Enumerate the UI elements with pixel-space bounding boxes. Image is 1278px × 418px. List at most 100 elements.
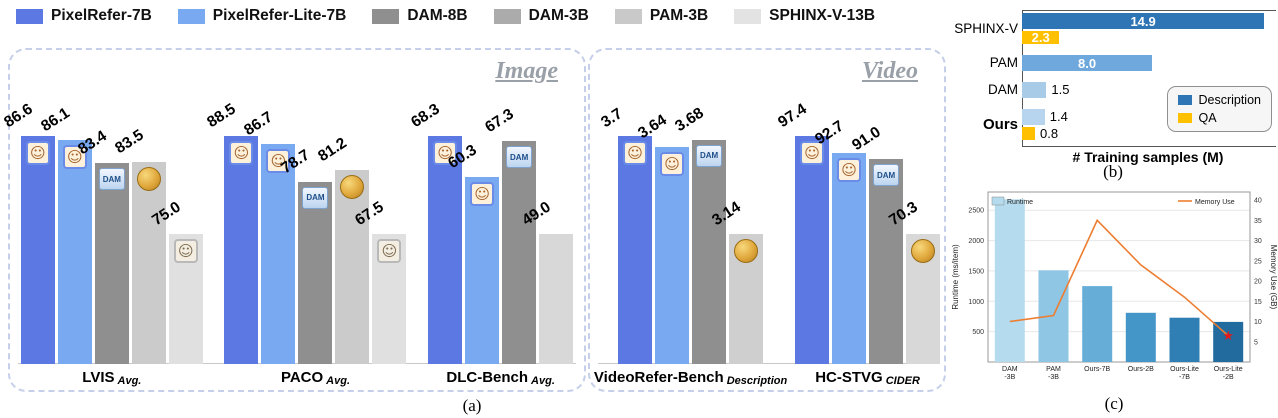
runtime-legend-label: Runtime bbox=[1007, 199, 1033, 206]
bar-value-label: 1.5 bbox=[1051, 82, 1070, 97]
panel-c-efficiency: 500 1000 1500 2000 2500 5 10 15 20 25 30 35 40 ★ DAM -3… bbox=[950, 182, 1278, 418]
ours-qa-bar bbox=[1022, 127, 1035, 140]
right-axis-tick: 40 bbox=[1254, 198, 1262, 205]
bar-videorefer-bench-pam-3b: 3.14 bbox=[709, 198, 764, 364]
bar-value-label: 86.6 bbox=[1, 100, 36, 132]
pixelrefer-icon: ☺ bbox=[470, 181, 495, 206]
legend-swatch bbox=[372, 8, 400, 24]
bar-value-label: 81.2 bbox=[315, 134, 351, 166]
left-axis-tick: 2000 bbox=[968, 238, 984, 245]
bar-paco-pixelrefer-7b: 88.5 ☺ bbox=[205, 100, 259, 364]
left-axis-tick: 1500 bbox=[968, 268, 984, 275]
pixelrefer-icon: ☺ bbox=[623, 141, 648, 165]
pixelrefer-icon: ☺ bbox=[660, 151, 685, 176]
sphinx-icon: ☺ bbox=[377, 239, 402, 263]
category-label-ours: Ours bbox=[982, 115, 1018, 133]
bar-hc-stvg-pixelrefer-lite-7b: 92.7 ☺ bbox=[812, 117, 867, 364]
bar-hc-stvg-pixelrefer-7b: 97.4 ☺ bbox=[775, 100, 830, 364]
bar-rect bbox=[428, 136, 463, 364]
bar-group-paco: 88.5 ☺ 86.7 ☺ 78.7 DAM 81.2 67.5 ☺ PACO Avg. bbox=[205, 100, 407, 390]
runtime-legend-swatch bbox=[991, 196, 1005, 206]
left-axis-tick: 500 bbox=[972, 329, 984, 336]
bar-lvis-dam-8b: 83.4 DAM bbox=[75, 127, 129, 364]
benchmark-name: DLC-Bench bbox=[446, 368, 529, 386]
image-bar-groups: 86.6 ☺ 86.1 ☺ 83.4 DAM 83.5 75.0 ☺ LVIS Avg. 88.5 ☺ 8… bbox=[1, 50, 584, 390]
bar-rect bbox=[539, 234, 574, 364]
x-axis-line bbox=[18, 363, 576, 364]
bar-lvis-pam-3b: 83.5 bbox=[112, 127, 166, 364]
bar-rect bbox=[224, 136, 259, 364]
video-section-label: Video bbox=[861, 58, 918, 84]
legend-label: DAM-3B bbox=[528, 7, 589, 24]
bar-value-label: 3.7 bbox=[598, 105, 626, 132]
pixelrefer-icon: ☺ bbox=[433, 141, 458, 165]
bar-rect bbox=[465, 176, 500, 364]
right-axis-tick: 35 bbox=[1254, 218, 1262, 225]
left-axis-tick: 1000 bbox=[968, 299, 984, 306]
bar-rect bbox=[57, 140, 92, 364]
bar-lvis-pixelrefer-lite-7b: 86.1 ☺ bbox=[38, 105, 92, 364]
legend-item-pixelrefer-7b: PixelRefer-7B bbox=[16, 7, 152, 25]
legend-item-dam-3b: DAM-3B bbox=[493, 7, 589, 25]
bars-videorefer-bench: 3.7 ☺ 3.64 ☺ 3.68 DAM 3.14 bbox=[598, 104, 764, 364]
training-samples-xlabel: # Training samples (M) bbox=[1072, 149, 1224, 165]
memory-legend-label: Memory Use bbox=[1195, 199, 1235, 206]
pixelrefer-icon: ☺ bbox=[62, 145, 87, 170]
image-benchmarks-box: Image 86.6 ☺ 86.1 ☺ 83.4 DAM 83.5 75.0 ☺ LVIS Avg.… bbox=[1, 48, 586, 392]
bar-rect bbox=[20, 136, 55, 364]
left-axis-tick: 2500 bbox=[968, 208, 984, 215]
bar-rect bbox=[94, 163, 129, 364]
bars-paco: 88.5 ☺ 86.7 ☺ 78.7 DAM 81.2 67.5 ☺ bbox=[205, 100, 407, 364]
x-axis-label-videorefer-bench: VideoRefer-Bench Description bbox=[594, 364, 787, 390]
benchmark-name: VideoRefer-Bench bbox=[593, 368, 724, 386]
bar-value-label: 3.68 bbox=[672, 103, 707, 135]
video-benchmarks-box: Video 3.7 ☺ 3.64 ☺ 3.68 DAM 3.14 VideoRefer-Ben… bbox=[588, 48, 946, 392]
bar-videorefer-bench-pixelrefer-7b: 3.7 ☺ bbox=[598, 105, 653, 364]
right-axis-tick: 25 bbox=[1254, 258, 1262, 265]
benchmark-subscript: Avg. bbox=[117, 375, 142, 387]
legend-label: DAM-8B bbox=[407, 7, 468, 24]
bar-paco-pixelrefer-lite-7b: 86.7 ☺ bbox=[242, 109, 296, 364]
bar-rect bbox=[692, 139, 727, 364]
pixelrefer-icon: ☺ bbox=[837, 158, 862, 182]
legend-label: PixelRefer-7B bbox=[51, 7, 152, 24]
runtime-bar-dam-3b bbox=[994, 199, 1025, 362]
pixelrefer-icon: ☺ bbox=[229, 141, 254, 165]
legend-swatch bbox=[177, 8, 205, 24]
legend-label: PAM-3B bbox=[649, 7, 709, 24]
legend-swatch bbox=[493, 8, 521, 24]
runtime-bar-ours-lite-2b bbox=[1213, 321, 1244, 362]
bar-value-label: 1.4 bbox=[1049, 109, 1068, 124]
dam-icon: DAM bbox=[98, 168, 125, 190]
bar-rect bbox=[795, 136, 830, 364]
legend-swatch bbox=[734, 8, 762, 24]
bar-value-label: 88.5 bbox=[204, 100, 240, 132]
bars-hc-stvg: 97.4 ☺ 92.7 ☺ 91.0 DAM 70.3 bbox=[775, 100, 941, 364]
bar-rect bbox=[618, 136, 653, 364]
bottom-spine bbox=[1022, 146, 1276, 147]
bar-lvis-pixelrefer-7b: 86.6 ☺ bbox=[1, 100, 55, 364]
sphinx-v-description-bar: 14.9 bbox=[1022, 13, 1265, 29]
legend-item-dam-8b: DAM-8B bbox=[372, 7, 468, 25]
bars-lvis: 86.6 ☺ 86.1 ☺ 83.4 DAM 83.5 75.0 ☺ bbox=[1, 100, 203, 364]
benchmark-subscript: Description bbox=[726, 375, 788, 387]
legend-item-description: Description bbox=[1178, 93, 1261, 107]
x-axis-label-hc-stvg: HC-STVG CIDER bbox=[815, 364, 920, 390]
x-tick-label-ours-lite-7b: Ours-Lite bbox=[1170, 366, 1199, 373]
category-label-sphinx-v: SPHINX-V bbox=[954, 20, 1018, 36]
x-axis-label-lvis: LVIS Avg. bbox=[82, 364, 141, 390]
bar-rect bbox=[335, 170, 370, 364]
bar-hc-stvg-pam-3b: 70.3 bbox=[886, 198, 941, 364]
description-swatch bbox=[1178, 95, 1193, 105]
x-tick-label-pam-3b: PAM bbox=[1046, 366, 1061, 373]
bar-group-dlc-bench: 68.3 ☺ 60.3 ☺ 67.3 DAM 49.0 DLC-Bench Avg. bbox=[408, 100, 574, 390]
pixelrefer-icon: ☺ bbox=[266, 149, 291, 174]
bar-value-label: 91.0 bbox=[849, 123, 884, 155]
x-tick-label-ours-7b: Ours-7B bbox=[1084, 366, 1110, 373]
bar-paco-sphinx-v-13b: 67.5 ☺ bbox=[353, 198, 407, 364]
legend-item-pixelrefer-lite-7b: PixelRefer-Lite-7B bbox=[177, 7, 346, 25]
bar-rect bbox=[655, 146, 690, 364]
image-section-label: Image bbox=[495, 58, 558, 84]
legend-label: QA bbox=[1198, 111, 1217, 125]
left-axis-title: Runtime (ms/item) bbox=[951, 244, 960, 310]
